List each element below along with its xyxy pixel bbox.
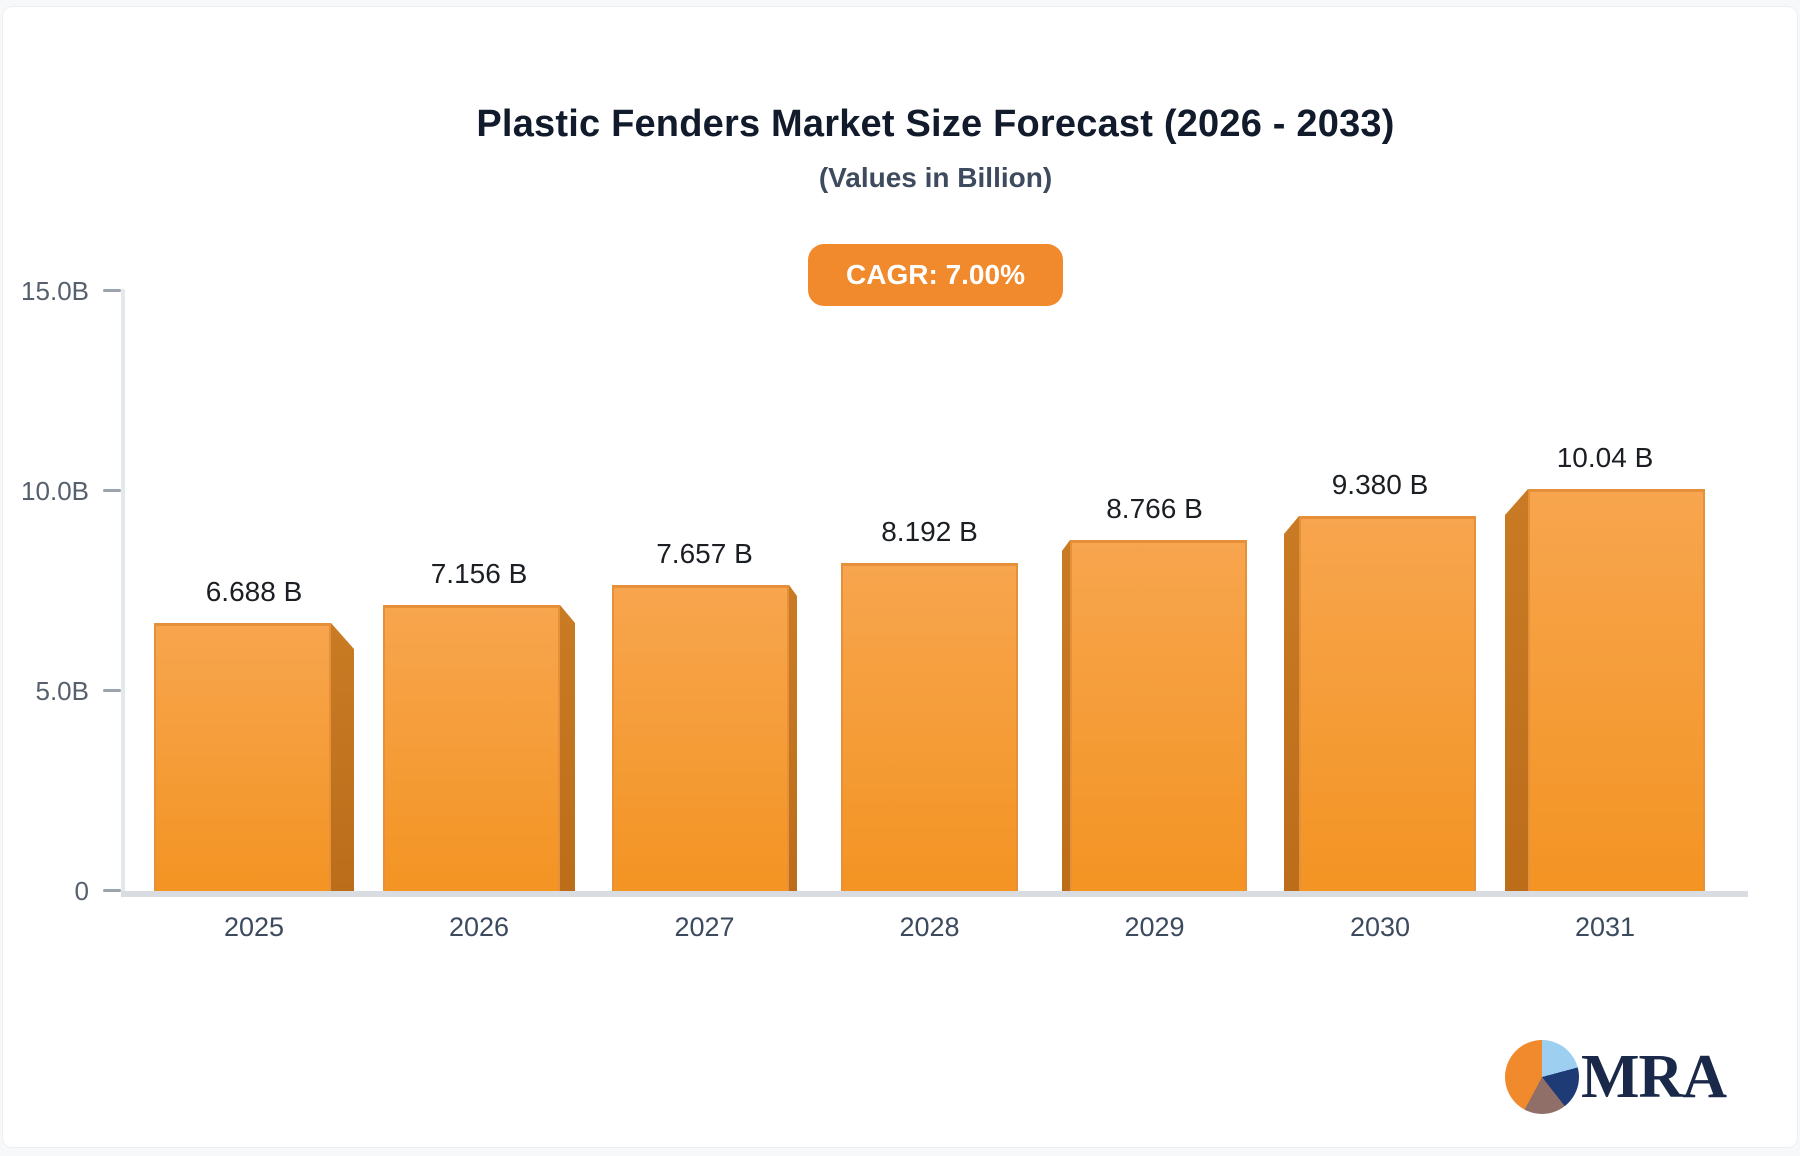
bar-value-label: 8.766 B [1106, 493, 1203, 524]
brand-logo: MRA [1505, 1035, 1727, 1119]
bar [154, 623, 331, 891]
cagr-badge: CAGR: 7.00% [808, 244, 1063, 306]
bar-side-face [331, 623, 354, 891]
brand-logo-text: MRA [1581, 1042, 1727, 1111]
y-axis-tick-mark [103, 889, 121, 892]
bar [841, 563, 1018, 891]
bar-side-face [560, 605, 575, 891]
bar-value-label: 7.657 B [656, 538, 753, 569]
y-axis-tick-label: 0 [74, 876, 89, 906]
bar-value-label: 8.192 B [881, 516, 978, 547]
bar-value-label: 9.380 B [1331, 469, 1429, 500]
bar-side-face [1062, 540, 1070, 891]
bar [612, 585, 789, 891]
y-axis-tick-mark [103, 489, 121, 492]
chart-card: Plastic Fenders Market Size Forecast (20… [2, 6, 1798, 1148]
bar-side-face [789, 585, 797, 891]
bar [1070, 540, 1247, 891]
chart-subtitle: (Values in Billion) [818, 162, 1053, 193]
y-axis-tick-label: 15.0B [21, 276, 89, 306]
bar-side-face [1284, 516, 1299, 891]
plot-area: 15.0B 10.0B 5.0B 0 6.688 B 2025 7.156 B 2026 7.6… [3, 7, 1797, 1147]
x-axis-label: 2031 [1574, 912, 1636, 942]
bar [1299, 516, 1476, 891]
bar [1528, 489, 1705, 891]
x-axis-label: 2027 [674, 912, 735, 942]
x-axis-label: 2026 [448, 912, 510, 942]
chart-title: Plastic Fenders Market Size Forecast (20… [476, 103, 1395, 145]
y-axis-tick-label: 10.0B [21, 476, 89, 506]
x-axis-label: 2030 [1349, 912, 1411, 942]
y-axis-tick-label: 5.0B [35, 676, 90, 706]
pie-chart-logo-icon [1505, 1040, 1579, 1114]
bar-side-face [1505, 489, 1528, 891]
bar-value-label: 6.688 B [205, 576, 303, 607]
y-axis-tick-mark [103, 289, 121, 292]
bar [383, 605, 560, 891]
y-axis-tick-mark [103, 689, 121, 692]
bar-value-label: 7.156 B [430, 558, 528, 589]
x-axis-label: 2029 [1124, 912, 1185, 942]
y-axis-line [121, 289, 125, 895]
bar-value-label: 10.04 B [1556, 442, 1654, 473]
x-axis-line [121, 891, 1748, 897]
x-axis-label: 2028 [899, 912, 960, 942]
chart-header: Plastic Fenders Market Size Forecast (20… [123, 103, 1748, 306]
x-axis-label: 2025 [223, 912, 285, 942]
